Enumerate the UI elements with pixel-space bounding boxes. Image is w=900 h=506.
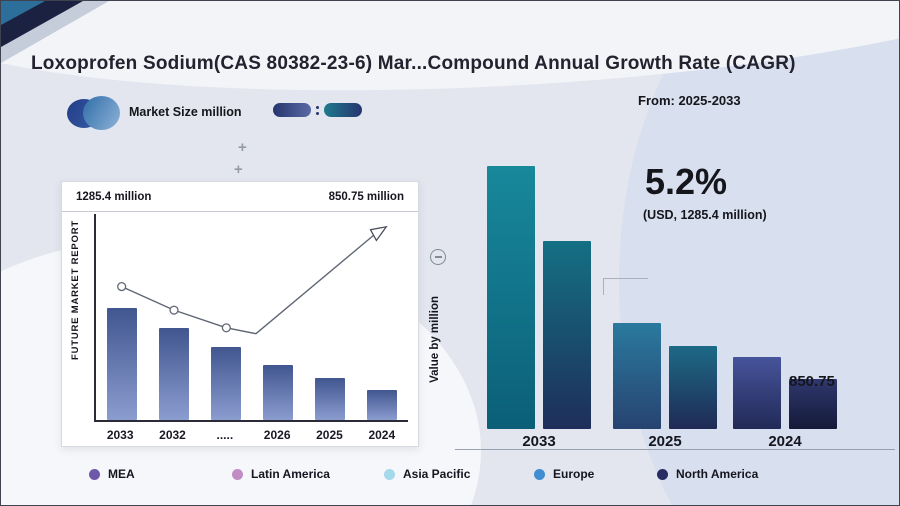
right-chart: 2033 2025 2024 — [455, 161, 895, 471]
left-x-label: 2024 — [368, 428, 396, 442]
left-x-label: 2033 — [106, 428, 134, 442]
right-chart-bars: 2033 2025 2024 — [471, 161, 891, 471]
right-bar-2025-primary — [613, 323, 661, 429]
right-bar-2025-secondary — [669, 346, 717, 429]
legend-item-mea: MEA — [89, 467, 135, 481]
capsule-icon — [273, 103, 362, 117]
right-x-label: 2024 — [768, 433, 802, 450]
right-chart-y-axis-title: Value by million — [429, 296, 441, 383]
legend-dot — [89, 468, 100, 480]
circle-dash-icon — [430, 249, 446, 265]
capsule-left — [273, 103, 311, 117]
market-size-label: Market Size million — [129, 105, 242, 119]
value-annotation: 850.75 — [789, 373, 835, 390]
trend-arrow-overlay — [117, 225, 388, 335]
arrow-head-icon — [369, 225, 388, 242]
left-bar-2024 — [367, 390, 397, 420]
legend-dot — [232, 468, 243, 480]
right-bar-2024-secondary — [789, 379, 837, 429]
legend-item-europe: Europe — [534, 467, 594, 481]
date-range-label: From: 2025-2033 — [638, 93, 741, 108]
right-group-2024 — [733, 357, 837, 429]
capsule-dots — [316, 105, 319, 115]
legend-dot — [384, 468, 395, 480]
left-chart-header: 1285.4 million 850.75 million — [62, 182, 418, 212]
right-x-label: 2033 — [522, 433, 556, 450]
right-bar-2033-primary — [487, 166, 535, 429]
left-chart-bars — [96, 214, 408, 420]
left-chart-end-label: 850.75 million — [328, 190, 404, 203]
legend-item-north-america: North America — [657, 467, 758, 481]
right-x-label: 2025 — [648, 433, 682, 450]
cagr-caption: (USD, 1285.4 million) — [643, 208, 767, 222]
right-bar-2033-secondary — [543, 241, 591, 429]
left-bar-..... — [211, 347, 241, 420]
left-bar-2032 — [159, 328, 189, 420]
cagr-value: 5.2% — [645, 161, 728, 202]
market-size-pie-icon — [67, 96, 121, 130]
left-chart-peak-label: 1285.4 million — [76, 190, 152, 203]
left-chart-axes — [94, 214, 408, 422]
left-x-label: 2025 — [316, 428, 343, 442]
legend-label: North America — [676, 467, 759, 481]
legend-label: MEA — [108, 467, 135, 481]
bracket-decoration — [603, 278, 648, 295]
capsule-right — [324, 103, 362, 117]
left-chart-y-axis-title: FUTURE MARKET REPORT — [70, 220, 81, 361]
legend: MEA Latin America Asia Pacific Europe North … — [1, 467, 899, 487]
right-bar-2024-primary — [733, 357, 781, 429]
legend-label: Europe — [553, 467, 595, 481]
left-chart-panel: 1285.4 million 850.75 million FUTURE MAR… — [61, 181, 419, 447]
left-bar-2025 — [315, 378, 345, 420]
left-bar-2026 — [263, 365, 293, 420]
left-bar-2033 — [107, 308, 137, 420]
legend-item-asia-pacific: Asia Pacific — [384, 467, 470, 481]
left-x-label: 2026 — [263, 428, 291, 442]
pie-front-shape — [83, 96, 120, 130]
right-chart-baseline — [455, 449, 895, 450]
plus-decoration: + — [238, 139, 247, 156]
left-x-label: 2032 — [159, 428, 186, 442]
legend-label: Latin America — [251, 467, 330, 481]
corner-decoration-teal — [1, 1, 45, 25]
left-chart-plot-area: FUTURE MARKET REPORT 2033 2032..... 2026 20… — [62, 212, 418, 442]
legend-dot — [657, 468, 668, 480]
legend-item-latin-america: Latin America — [232, 467, 330, 481]
left-chart-x-labels: 2033 2032..... 2026 2025 2024 — [94, 424, 408, 446]
right-group-2033 — [487, 166, 591, 429]
chart-title: Loxoprofen Sodium(CAS 80382-23-6) Mar...… — [31, 53, 796, 74]
left-x-label: ..... — [216, 428, 234, 442]
plus-decoration: + — [234, 161, 243, 178]
legend-label: Asia Pacific — [403, 467, 471, 481]
legend-dot — [534, 468, 545, 480]
right-group-2025 — [613, 323, 717, 429]
